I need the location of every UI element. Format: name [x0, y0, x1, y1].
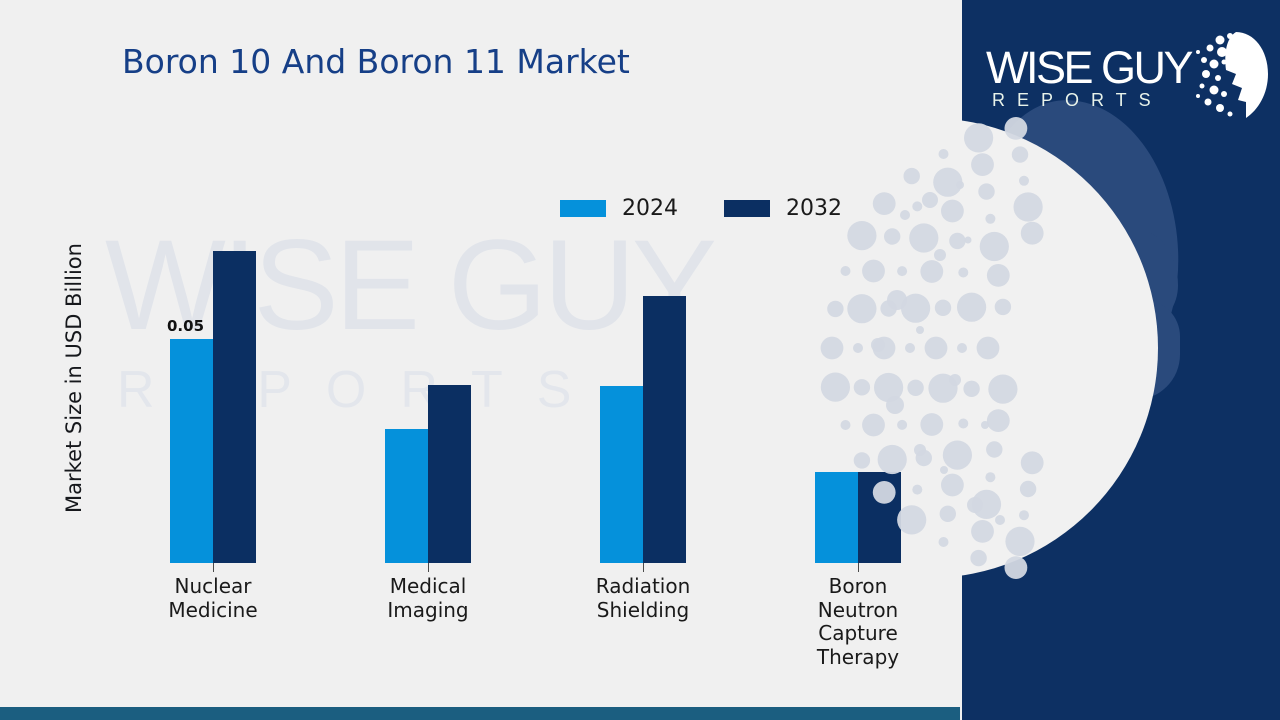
y-axis-label-text: Market Size in USD Billion: [62, 243, 87, 513]
bar-2032[interactable]: [213, 251, 256, 563]
logo-face-icon: [1196, 32, 1268, 118]
bar-2032[interactable]: [858, 472, 901, 563]
bar-group: 0.05 Nuclear Medicine: [167, 230, 258, 621]
bar-group: Radiation Shielding: [596, 230, 690, 621]
legend-swatch-2032-icon: [724, 200, 770, 217]
legend-label-2032: 2032: [786, 196, 842, 221]
white-left-mask: [960, 0, 962, 720]
x-axis-category-label: Nuclear Medicine: [168, 574, 258, 622]
bar-group: Medical Imaging: [385, 230, 471, 621]
legend-label-2024: 2024: [622, 196, 678, 221]
bar-2032[interactable]: [428, 385, 471, 563]
x-axis-tick: [858, 563, 859, 572]
brand-logo[interactable]: WISE GUY REPORTS: [978, 30, 1268, 125]
bar-value-label: 0.05: [167, 317, 205, 335]
bottom-accent-strip: [0, 707, 960, 720]
bar-2024[interactable]: [385, 429, 428, 563]
y-axis-label: Market Size in USD Billion: [58, 196, 90, 560]
legend-item-2024[interactable]: 2024: [560, 196, 678, 221]
chart-legend: 2024 2032: [560, 196, 842, 221]
bar-2024[interactable]: [815, 472, 858, 563]
legend-swatch-2024-icon: [560, 200, 606, 217]
logo-subtitle: REPORTS: [992, 90, 1163, 110]
chart-title: Boron 10 And Boron 11 Market: [122, 42, 630, 81]
x-axis-tick: [643, 563, 644, 572]
x-axis-category-label: Medical Imaging: [387, 574, 469, 622]
x-axis-category-label: Radiation Shielding: [595, 574, 691, 622]
bar-2024[interactable]: [170, 339, 213, 563]
x-axis-tick: [213, 563, 214, 572]
bar-2024[interactable]: [600, 386, 643, 563]
legend-item-2032[interactable]: 2032: [724, 196, 842, 221]
x-axis-tick: [428, 563, 429, 572]
x-axis-category-label: Boron Neutron Capture Therapy: [816, 574, 900, 669]
bar-2032[interactable]: [643, 296, 686, 563]
plot-area: 0.05 Nuclear Medicine Medical Imaging Radia…: [95, 230, 930, 668]
bar-group: Boron Neutron Capture Therapy: [815, 230, 901, 668]
logo-wordmark: WISE GUY: [986, 42, 1194, 93]
